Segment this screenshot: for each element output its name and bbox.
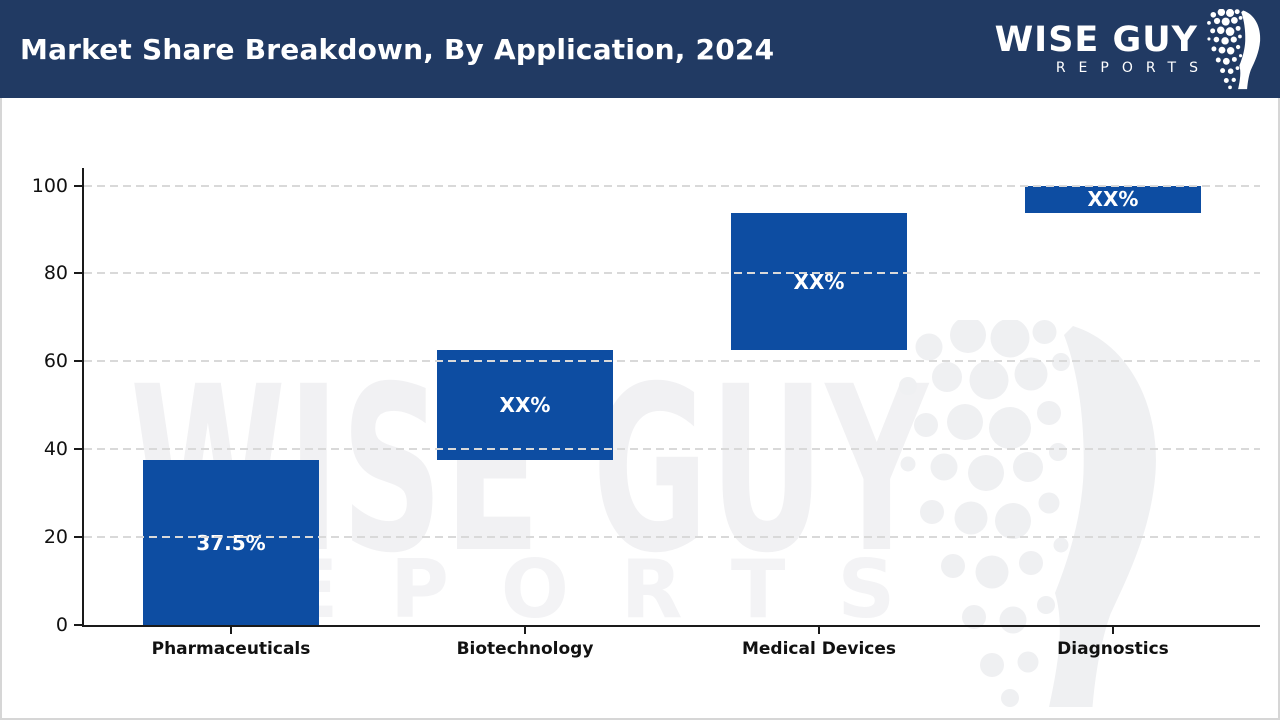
x-tick-mark [230,625,232,634]
x-category-label: Diagnostics [1057,639,1169,659]
y-tick-mark [74,536,82,539]
gridline [84,184,1260,187]
y-tick-mark [74,360,82,363]
x-tick-mark [524,625,526,634]
bar-value-label: XX% [499,393,551,418]
chart-title: Market Share Breakdown, By Application, … [20,32,775,66]
x-tick-mark [1112,625,1114,634]
bar-biotechnology: XX% [437,350,613,461]
gridline [84,448,1260,451]
y-tick-mark [74,448,82,451]
y-axis-line [82,168,84,627]
header: Market Share Breakdown, By Application, … [0,0,1280,98]
bar-medical-devices: XX% [731,213,907,351]
y-tick-mark [74,272,82,275]
bar-value-label: 37.5% [196,530,266,555]
brand-name: WISE GUY [994,20,1198,60]
x-category-label: Pharmaceuticals [151,639,311,659]
y-tick-label: 20 [43,526,68,549]
brand-subtitle: REPORTS [1055,60,1211,76]
brand-text: WISE GUY REPORTS [994,20,1198,76]
gridline [84,360,1260,363]
y-tick-mark [74,184,82,187]
wiseguy-head-icon [1207,8,1261,89]
bar-value-label: XX% [1087,187,1139,212]
y-tick-label: 40 [43,438,68,461]
x-category-label: Medical Devices [741,639,896,659]
x-tick-mark [818,625,820,634]
bar-pharmaceuticals: 37.5% [143,460,319,625]
gridline [84,536,1260,539]
x-category-label: Biotechnology [456,639,594,659]
x-axis-line [82,625,1260,627]
y-tick-label: 80 [43,262,68,285]
y-tick-label: 60 [43,350,68,373]
y-tick-label: 0 [55,614,68,636]
y-tick-label: 100 [31,174,68,197]
y-tick-mark [74,624,82,626]
bar-diagnostics: XX% [1025,185,1201,214]
gridline [84,272,1260,275]
brand-logo: WISE GUY REPORTS [994,8,1280,90]
